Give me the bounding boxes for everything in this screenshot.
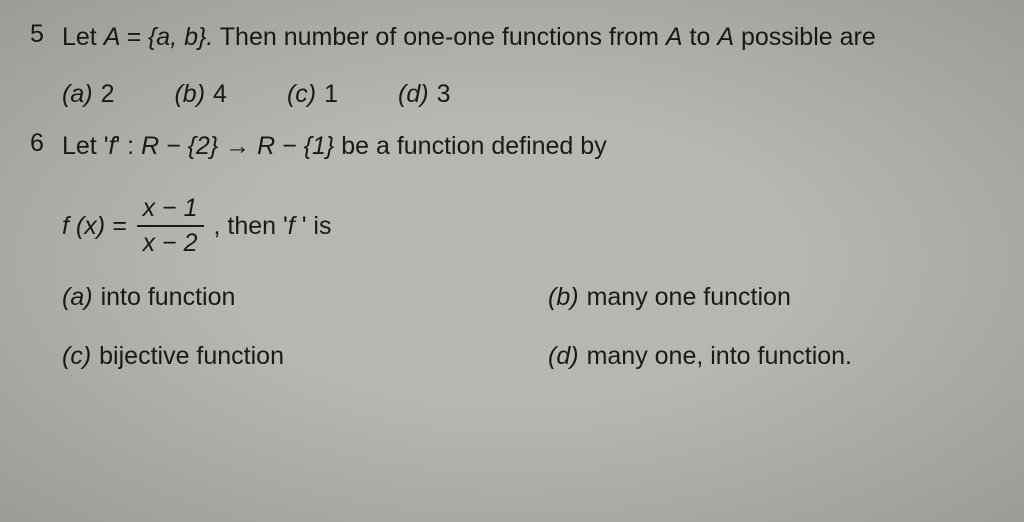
option-value: 1 <box>324 80 338 109</box>
option-label: (d) <box>398 80 429 109</box>
option-label: (d) <box>548 342 579 371</box>
question-number: 6 <box>30 129 50 158</box>
question-text: Let A = {a, b}. Then number of one-one f… <box>62 20 994 55</box>
then-text: , then 'f ' is <box>214 212 332 241</box>
option-c: (c) bijective function <box>62 342 508 371</box>
option-d: (d) many one, into function. <box>548 342 994 371</box>
question-6-row: 6 Let 'f' : R − {2} → R − {1} be a funct… <box>30 129 994 164</box>
then-post: ' is <box>302 212 332 240</box>
question-number: 5 <box>30 20 50 49</box>
option-label: (b) <box>548 283 579 312</box>
then-pre: , then ' <box>214 212 288 240</box>
question-5-row: 5 Let A = {a, b}. Then number of one-one… <box>30 20 994 55</box>
option-label: (a) <box>62 283 93 312</box>
option-b: (b) 4 <box>174 80 226 109</box>
option-value: many one function <box>587 283 791 312</box>
text-to: to <box>683 23 718 51</box>
option-label: (b) <box>174 80 205 109</box>
question-5: 5 Let A = {a, b}. Then number of one-one… <box>30 20 994 109</box>
function-formula: f (x) = x − 1 x − 2 , then 'f ' is <box>62 194 994 258</box>
options-row-q5: (a) 2 (b) 4 (c) 1 (d) 3 <box>62 80 994 109</box>
text-post: Then number of one-one functions from <box>213 23 666 51</box>
option-value: 3 <box>437 80 451 109</box>
option-value: 4 <box>213 80 227 109</box>
text-pre: Let <box>62 23 104 51</box>
option-a: (a) into function <box>62 283 508 312</box>
text-post: be a function defined by <box>334 132 606 160</box>
var-f2: f <box>288 212 302 240</box>
option-label: (a) <box>62 80 93 109</box>
var-a2: A <box>717 23 734 51</box>
option-value: 2 <box>101 80 115 109</box>
option-d: (d) 3 <box>398 80 450 109</box>
options-grid-q6: (a) into function (b) many one function … <box>62 283 994 371</box>
numerator: x − 1 <box>137 194 204 227</box>
fx-equals: f (x) = <box>62 212 127 241</box>
denominator: x − 2 <box>137 227 204 258</box>
option-a: (a) 2 <box>62 80 114 109</box>
text-mid: ' : <box>115 132 141 160</box>
var-a1: A <box>666 23 683 51</box>
question-text: Let 'f' : R − {2} → R − {1} be a functio… <box>62 129 994 164</box>
question-6: 6 Let 'f' : R − {2} → R − {1} be a funct… <box>30 129 994 371</box>
fraction: x − 1 x − 2 <box>137 194 204 258</box>
option-label: (c) <box>62 342 91 371</box>
domain-range: R − {2} → R − {1} <box>141 132 334 160</box>
option-value: bijective function <box>99 342 284 371</box>
set-definition: A = {a, b}. <box>104 23 214 51</box>
option-label: (c) <box>287 80 316 109</box>
text-pre: Let ' <box>62 132 108 160</box>
option-value: many one, into function. <box>587 342 852 371</box>
text-end: possible are <box>734 23 876 51</box>
option-c: (c) 1 <box>287 80 338 109</box>
option-value: into function <box>101 283 236 312</box>
option-b: (b) many one function <box>548 283 994 312</box>
